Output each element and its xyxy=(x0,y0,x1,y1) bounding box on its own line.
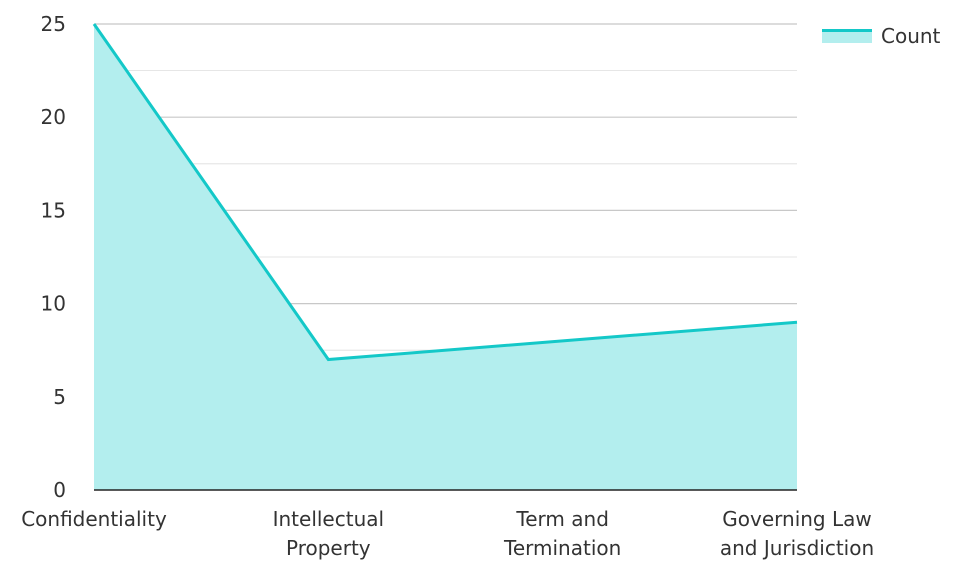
y-tick-label: 20 xyxy=(41,105,66,129)
x-tick-label-line: Confidentiality xyxy=(21,507,167,531)
y-tick-label: 5 xyxy=(53,385,66,409)
y-tick-label: 15 xyxy=(41,198,66,222)
x-tick-label-line: and Jurisdiction xyxy=(720,536,874,560)
x-tick-label-line: Termination xyxy=(503,536,621,560)
x-tick-label-line: Term and xyxy=(515,507,608,531)
y-tick-label: 10 xyxy=(41,292,66,316)
x-tick-label: Governing Law and Jurisdiction xyxy=(720,507,874,560)
x-tick-label: Intellectual Property xyxy=(273,507,384,560)
x-tick-label: Confidentiality xyxy=(21,507,167,531)
x-tick-label-line: Intellectual xyxy=(273,507,384,531)
y-tick-label: 0 xyxy=(53,478,66,502)
x-tick-label: Term and Termination xyxy=(503,507,621,560)
legend-label-count: Count xyxy=(881,24,941,48)
series-line-count xyxy=(92,23,798,362)
x-tick-label-line: Governing Law xyxy=(722,507,871,531)
legend-swatch-count xyxy=(822,29,872,43)
x-tick-label-line: Property xyxy=(286,536,371,560)
legend-swatch-fill xyxy=(822,32,872,43)
y-tick-label: 25 xyxy=(41,12,66,36)
legend-swatch-line xyxy=(822,29,872,32)
legend: Count xyxy=(822,22,940,50)
area-fill-count xyxy=(94,24,797,490)
